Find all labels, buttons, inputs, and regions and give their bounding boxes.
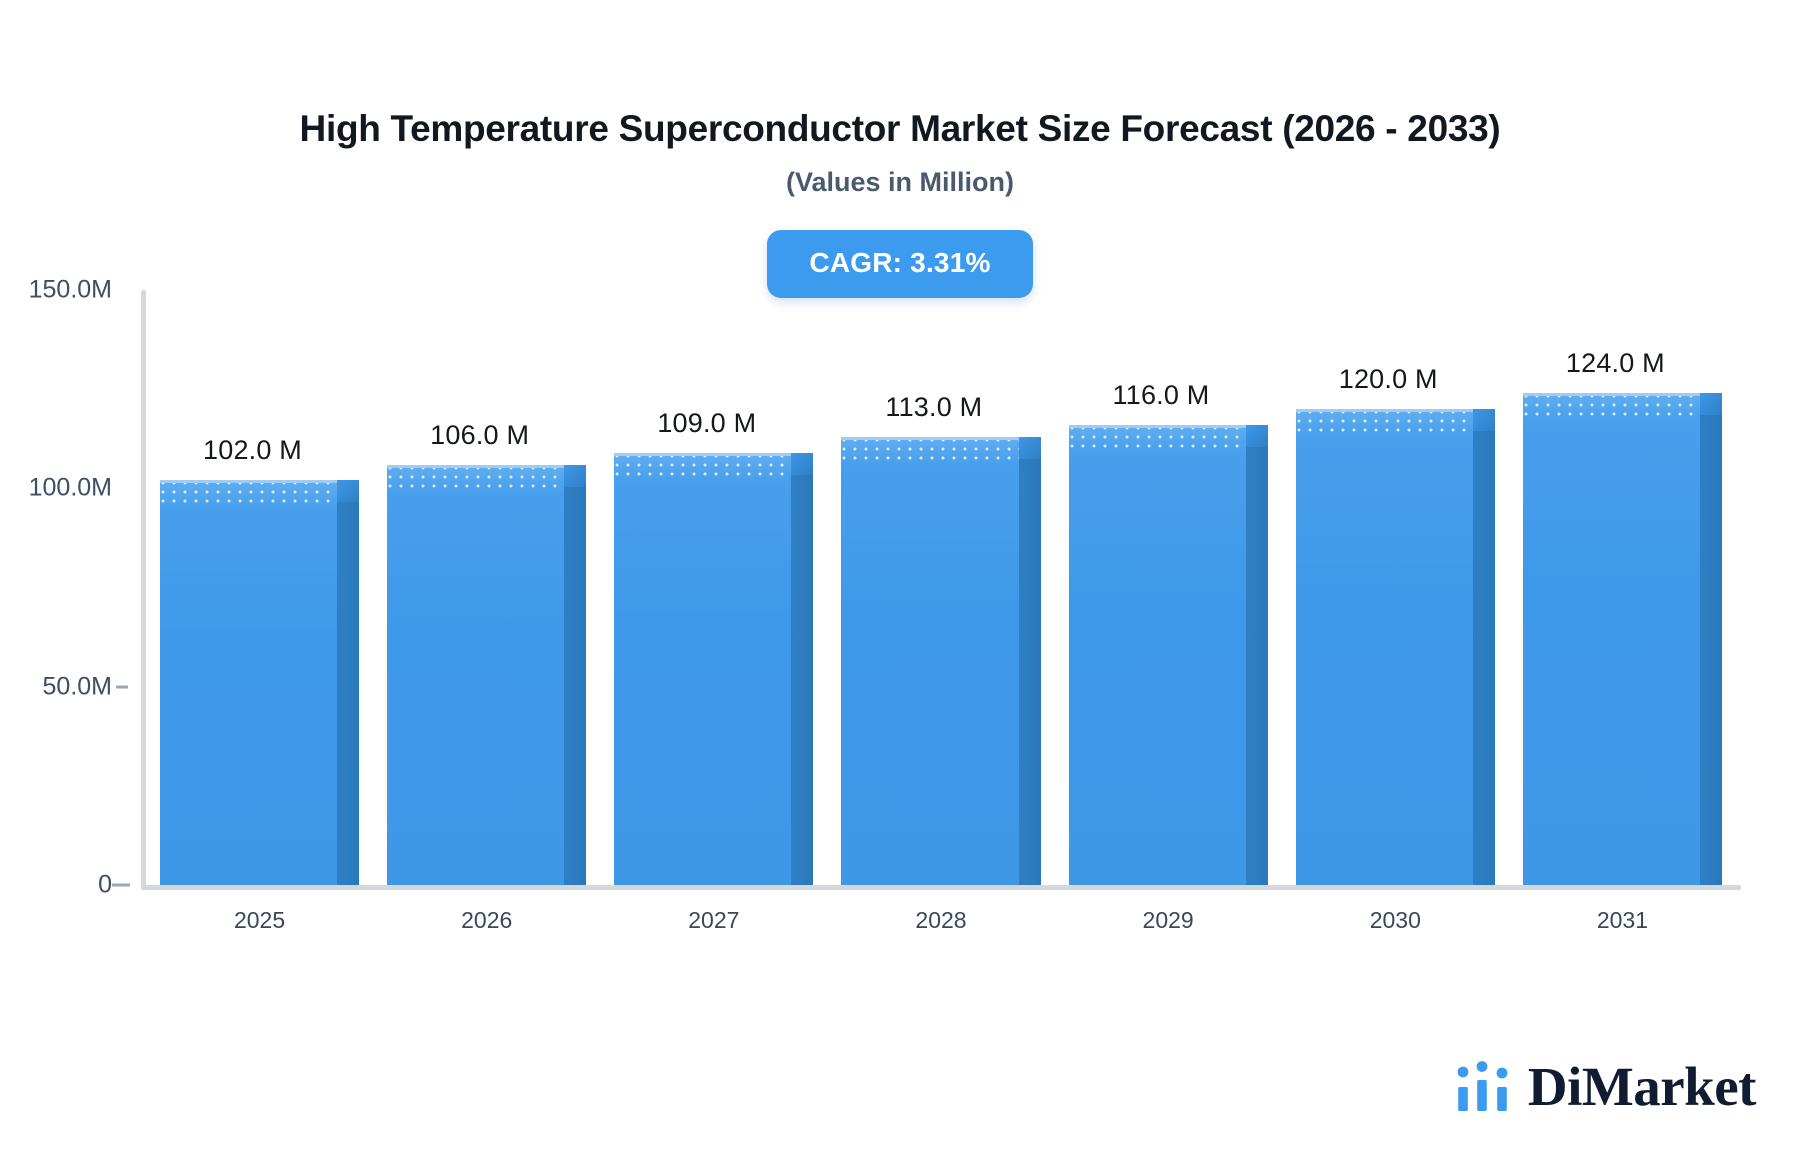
bar-side-face — [1699, 415, 1722, 885]
bar-value-label: 109.0 M — [657, 407, 757, 438]
bar-value-label: 102.0 M — [203, 435, 303, 466]
bar-top-edge — [1295, 409, 1473, 412]
bar-front-face — [1522, 393, 1700, 885]
y-axis-tick-label: 50.0M — [42, 672, 112, 701]
bar-front-face — [159, 480, 338, 885]
bar-top-edge — [159, 480, 338, 484]
bar-value-label: 116.0 M — [1112, 379, 1210, 410]
bar-column[interactable]: 102.0 M — [159, 435, 360, 885]
bar-top-bevel — [1472, 409, 1495, 431]
x-axis-tick-label: 2031 — [1596, 907, 1649, 933]
bar-column[interactable]: 116.0 M — [1068, 380, 1268, 885]
bar-top-bevel — [1245, 424, 1268, 447]
bar-top-texture — [387, 464, 565, 491]
brand-logo: DiMarket — [1456, 1056, 1757, 1117]
bar-front-face — [614, 452, 792, 885]
bar-top-texture — [1295, 409, 1473, 435]
chart-header: High Temperature Superconductor Market S… — [0, 0, 1800, 198]
bar-column[interactable]: 120.0 M — [1295, 364, 1495, 885]
bar-column[interactable]: 124.0 M — [1522, 348, 1722, 885]
chart-subtitle: (Values in Million) — [785, 166, 1015, 197]
bar-top-texture — [159, 480, 338, 507]
bar-chart-logo-icon — [1457, 1060, 1508, 1111]
bar-front-face — [1068, 424, 1246, 885]
page-title: High Temperature Superconductor Market S… — [299, 108, 1501, 149]
x-axis-tick-label: 2027 — [688, 907, 740, 933]
bar-side-face — [791, 474, 814, 885]
bar-side-face — [1018, 458, 1041, 885]
bar-side-face — [337, 502, 360, 885]
bar-top-bevel — [1018, 436, 1041, 459]
y-axis-tick-label: 100.0M — [28, 473, 112, 502]
bar-top-bevel — [791, 452, 814, 475]
bar-front-face — [387, 464, 565, 885]
bar-top-edge — [841, 436, 1019, 440]
logo-text: DiMarket — [1527, 1056, 1757, 1117]
bar-top-bevel — [337, 480, 360, 503]
x-axis-line — [141, 885, 1741, 890]
bar-side-face — [564, 486, 587, 885]
bar-top-edge — [1522, 393, 1700, 397]
bar-top-edge — [1068, 424, 1246, 428]
bar-top-edge — [614, 452, 792, 456]
bar-side-face — [1245, 446, 1268, 885]
bar-value-label: 120.0 M — [1338, 364, 1438, 394]
bar-top-texture — [1522, 393, 1700, 420]
bar-value-label: 113.0 M — [885, 391, 983, 422]
y-axis-tick-mark — [116, 685, 128, 689]
bar-column[interactable]: 106.0 M — [387, 420, 587, 885]
x-axis-tick-label: 2028 — [915, 907, 967, 933]
status-badge: CAGR: 3.31% — [767, 229, 1033, 298]
bar-front-face — [1295, 409, 1473, 885]
bar-top-texture — [614, 452, 792, 479]
bar-top-texture — [1068, 424, 1246, 451]
x-axis-tick-label: 2025 — [233, 907, 286, 933]
bar-top-texture — [841, 436, 1019, 463]
x-axis-tick-label: 2026 — [461, 907, 513, 933]
x-axis-tick-label: 2029 — [1142, 907, 1194, 933]
bar-front-face — [841, 436, 1019, 885]
y-axis-tick-label: 0 — [98, 870, 112, 899]
cagr-badge-container: CAGR: 3.31% — [0, 229, 1800, 298]
bar-column[interactable]: 109.0 M — [614, 408, 814, 885]
bar-value-label: 106.0 M — [430, 419, 530, 450]
bar-top-bevel — [1699, 393, 1722, 416]
bar-top-edge — [387, 464, 565, 468]
y-axis-tick-mark — [112, 883, 130, 887]
bar-value-label: 124.0 M — [1565, 348, 1665, 379]
y-axis-line — [141, 290, 146, 888]
bar-side-face — [1472, 431, 1495, 885]
x-axis-tick-label: 2030 — [1369, 907, 1421, 933]
bar-column[interactable]: 113.0 M — [841, 392, 1041, 885]
bar-top-bevel — [564, 464, 587, 487]
